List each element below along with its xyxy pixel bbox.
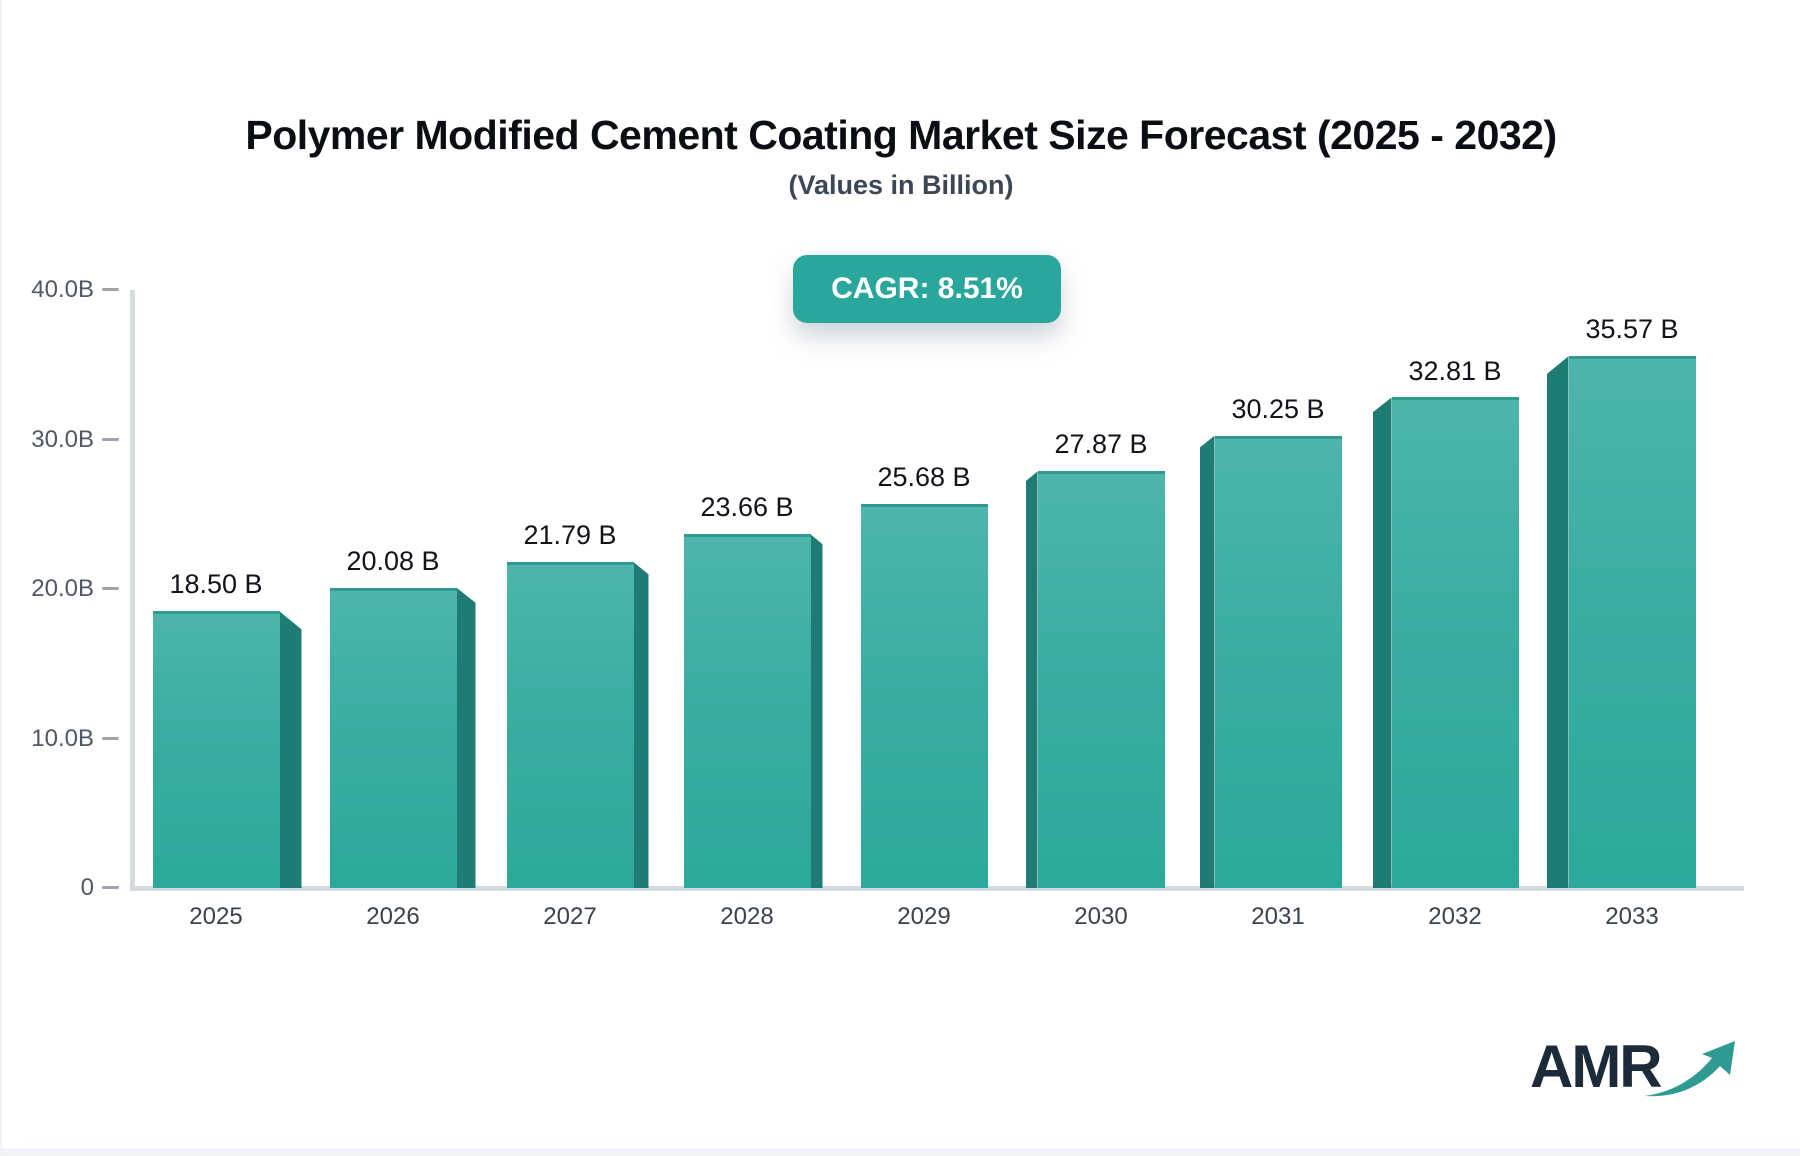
bar-value-label: 23.66 B [700,492,794,523]
x-tick-label: 2025 [189,903,243,930]
bar-front-face [1037,471,1165,888]
growth-arrow-icon [1644,1041,1735,1097]
y-tick-dash [102,886,119,889]
x-tick-label: 2029 [897,903,951,930]
bar-value-label: 32.81 B [1408,355,1502,386]
bar-front-face [860,504,988,888]
y-tick-label: 10.0B [31,724,94,752]
bar-value-label: 20.08 B [346,545,440,576]
y-tick-label: 0 [80,874,94,901]
bar-front-face [1391,397,1519,888]
bar-side-face [1199,435,1215,888]
x-tick-label: 2027 [543,903,597,930]
bar-value-label: 18.50 B [169,569,263,600]
bar-front-face [1214,435,1342,888]
bar-value-label: 27.87 B [1054,429,1148,460]
bar-side-face [1372,397,1392,888]
y-tick-label: 30.0B [31,425,94,453]
y-tick-label: 40.0B [31,276,94,303]
cagr-badge: CAGR: 8.51% [793,255,1061,323]
bar-side-face [1546,356,1569,888]
y-axis-line [130,290,135,891]
chart-subtitle: (Values in Billion) [788,170,1014,200]
y-tick-dash [102,587,119,590]
bar-value-label: 21.79 B [523,520,617,551]
bar-front-face [506,562,634,888]
bar-front-face [152,611,280,888]
bar-value-label: 35.57 B [1585,314,1679,345]
bar-value-label: 30.25 B [1231,393,1325,424]
y-tick-dash [102,288,119,291]
bar-side-face [1025,471,1038,888]
bar-value-label: 25.68 B [877,462,971,493]
cagr-badge-label: CAGR: 8.51% [831,272,1023,305]
x-tick-label: 2026 [366,903,420,930]
amr-logo-text: AMR [1530,1033,1663,1100]
x-axis-line [130,886,1744,891]
amr-logo: AMR [1530,1033,1735,1114]
x-tick-label: 2030 [1074,903,1128,930]
x-tick-label: 2031 [1251,903,1305,930]
bar-front-face [683,534,811,888]
x-tick-label: 2033 [1605,903,1659,930]
x-tick-label: 2032 [1428,903,1482,930]
bar-front-face [329,587,457,888]
y-tick-label: 20.0B [31,575,94,602]
bottom-border [2,1149,1800,1156]
y-tick-dash [102,736,119,740]
bar-front-face [1568,356,1696,888]
y-tick-dash [102,437,119,441]
bar-side-face [810,534,823,888]
x-tick-label: 2028 [720,903,774,930]
bar-side-face [633,562,649,888]
bar-side-face [279,611,302,888]
bar-side-face [456,587,476,888]
chart-title: Polymer Modified Cement Coating Market S… [245,112,1557,158]
